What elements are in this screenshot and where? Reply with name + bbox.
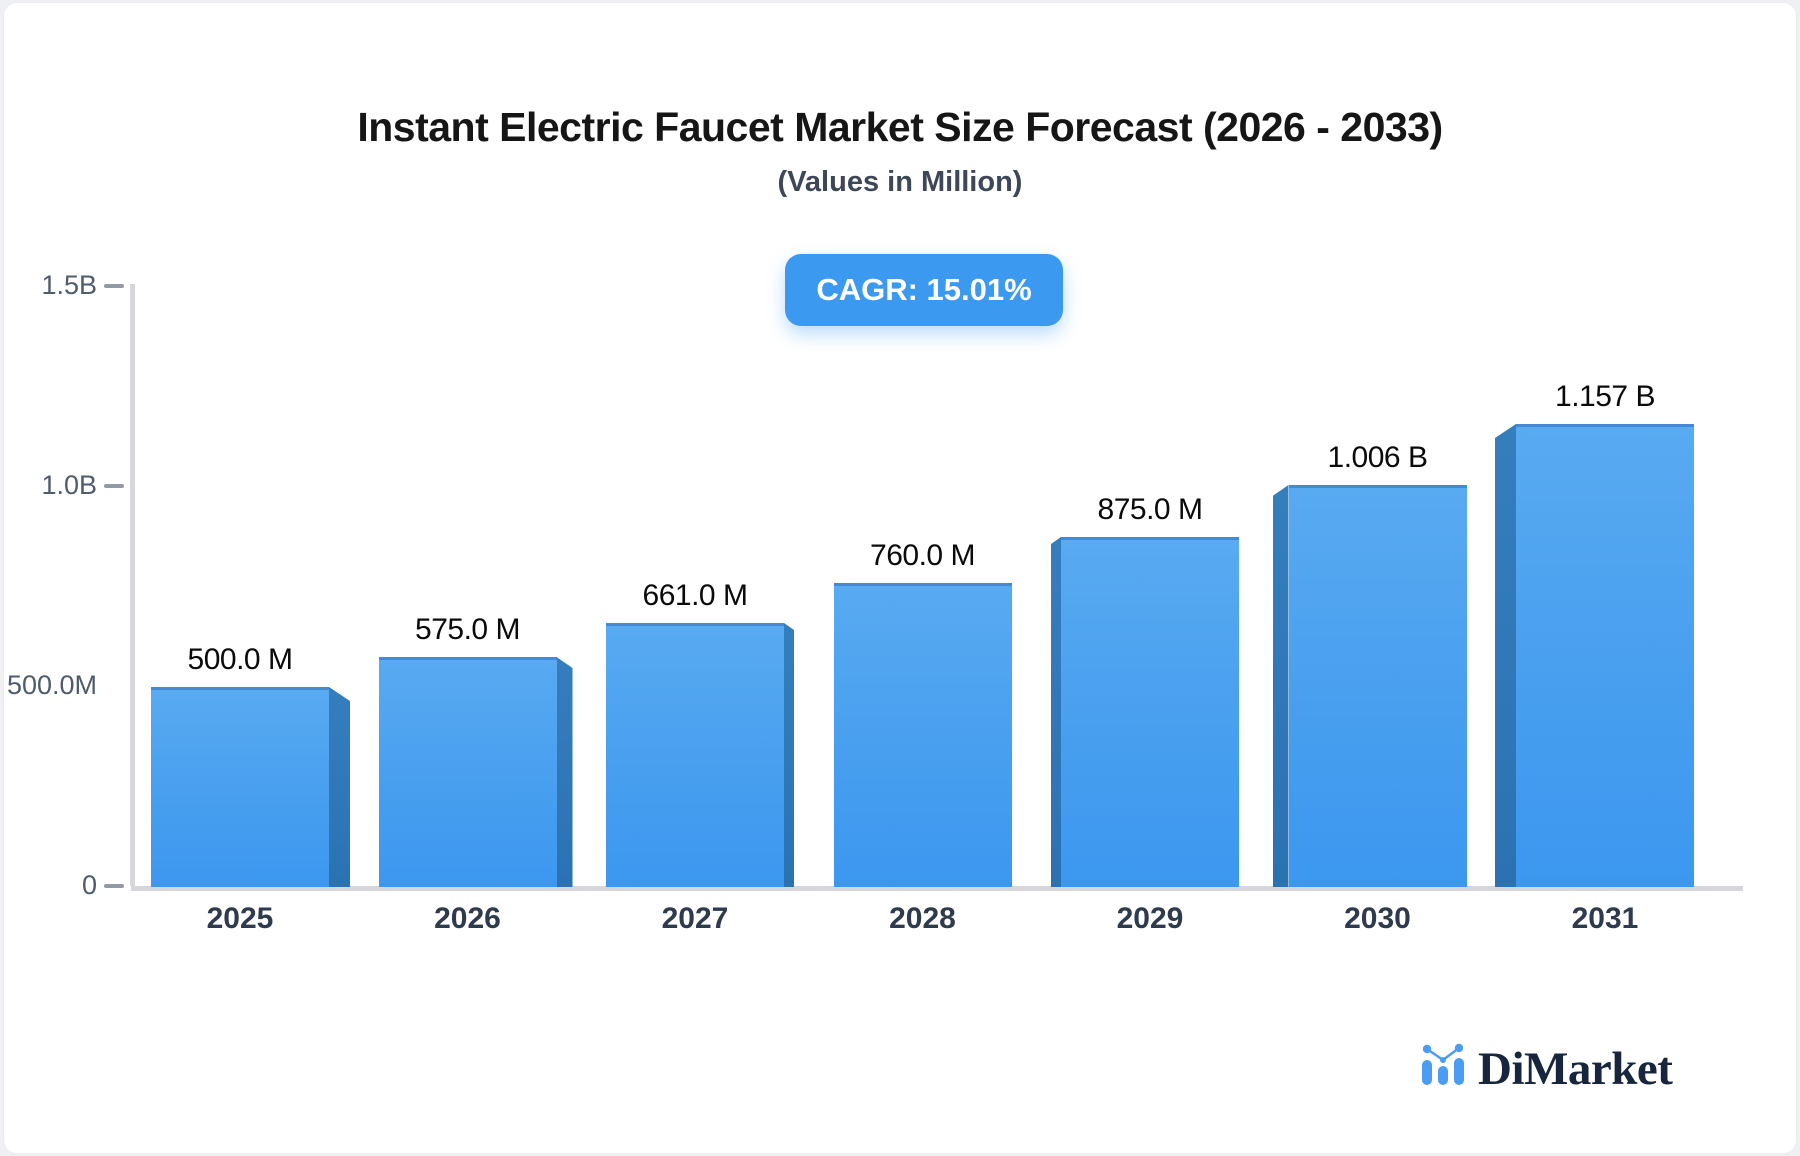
- x-axis-label: 2025: [206, 902, 274, 935]
- bar-2031[interactable]: [1516, 424, 1694, 887]
- bar-2026-side-face[interactable]: [556, 657, 573, 887]
- brand-name: DiMarket: [1478, 1043, 1673, 1095]
- chart-title: Instant Electric Faucet Market Size Fore…: [357, 104, 1443, 150]
- cagr-badge-label: CAGR: 15.01%: [816, 272, 1032, 307]
- bar-value-label: 1.006 B: [1327, 441, 1428, 474]
- y-axis-tick-mark: [104, 284, 124, 288]
- bar-2028[interactable]: [833, 583, 1012, 887]
- y-axis-tick-label: 1.5B: [41, 270, 97, 300]
- y-axis-tick-label: 1.0B: [41, 470, 97, 500]
- y-axis-tick-mark: [104, 884, 124, 888]
- bar-2026[interactable]: [378, 657, 557, 887]
- bar-value-label: 500.0 M: [187, 643, 293, 676]
- bar-2031-side-face[interactable]: [1495, 424, 1516, 887]
- bar-value-label: 575.0 M: [415, 613, 520, 646]
- bar-2029[interactable]: [1061, 537, 1239, 887]
- y-axis-line: [130, 284, 135, 886]
- cagr-badge: CAGR: 15.01%: [785, 254, 1063, 326]
- bar-value-label: 1.157 B: [1555, 380, 1655, 413]
- x-axis-label: 2030: [1344, 902, 1411, 935]
- x-axis-label: 2031: [1571, 902, 1639, 935]
- y-axis-tick-label: 500.0M: [6, 670, 97, 700]
- bar-2030[interactable]: [1288, 485, 1467, 887]
- x-axis-label: 2026: [434, 902, 501, 935]
- bar-2029-side-face[interactable]: [1051, 537, 1061, 887]
- mini-bar-chart-icon: [1422, 1043, 1464, 1085]
- bar-2025[interactable]: [151, 687, 329, 887]
- y-axis-tick-mark: [104, 484, 124, 488]
- x-axis-label: 2028: [889, 902, 956, 935]
- x-axis-label: 2029: [1116, 902, 1184, 935]
- x-axis-label: 2027: [661, 902, 729, 935]
- brand-logo: DiMarket: [1421, 1042, 1673, 1093]
- bar-value-label: 661.0 M: [642, 579, 748, 612]
- bar-2027-side-face[interactable]: [784, 623, 794, 887]
- bar-2030-side-face[interactable]: [1272, 485, 1289, 887]
- y-axis-tick-label: 0: [81, 870, 97, 900]
- chart-subtitle: (Values in Million): [777, 166, 1023, 198]
- x-axis-line: [131, 886, 1743, 891]
- bar-2027[interactable]: [606, 623, 784, 887]
- bar-2025-side-face[interactable]: [329, 687, 350, 887]
- bar-value-label: 760.0 M: [870, 539, 975, 572]
- bar-value-label: 875.0 M: [1097, 493, 1203, 526]
